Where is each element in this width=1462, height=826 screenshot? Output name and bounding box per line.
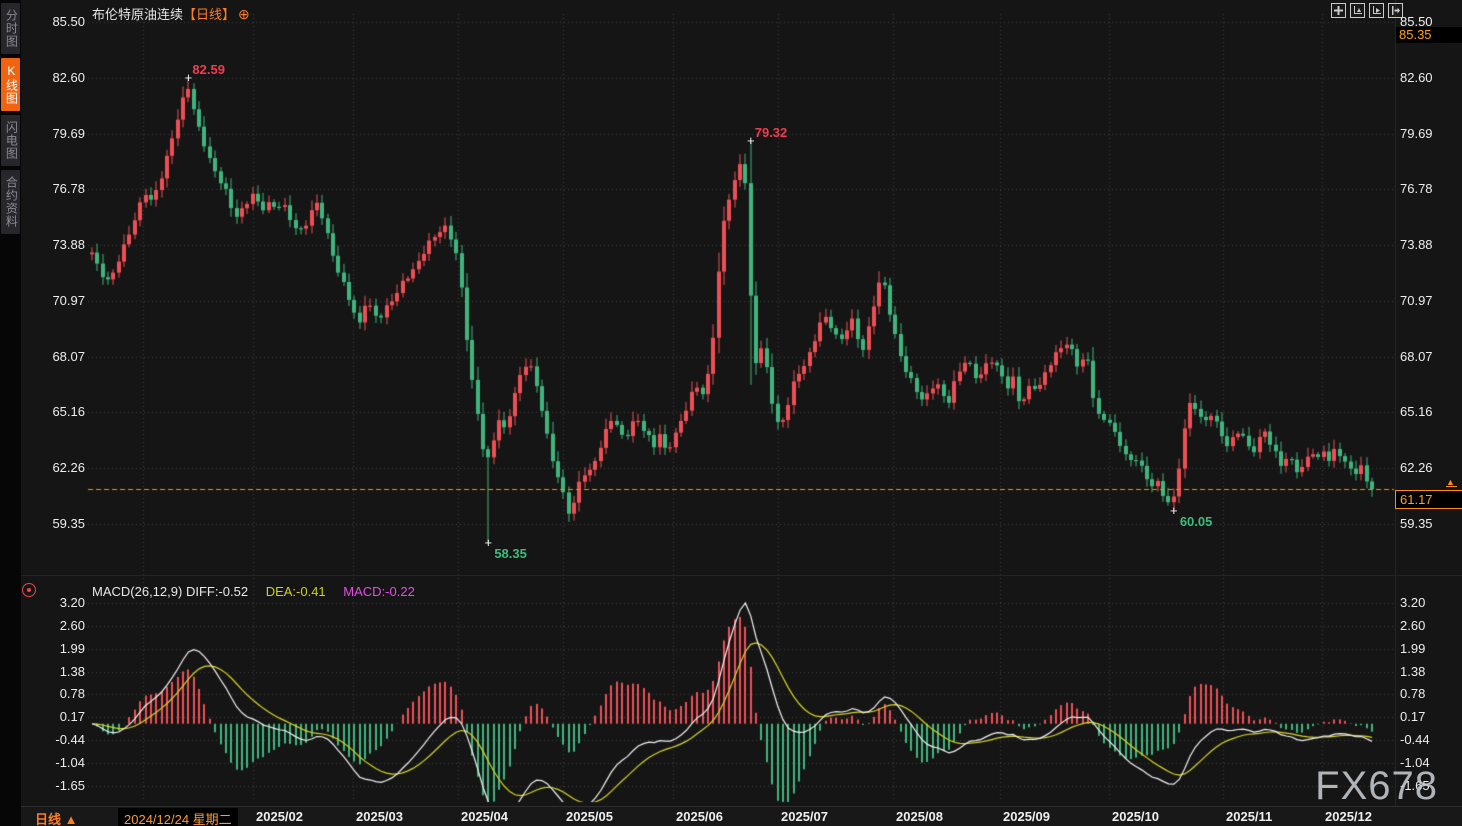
month-label: 2025/11 bbox=[1226, 809, 1273, 824]
crosshair-marker: + bbox=[746, 132, 755, 148]
axis-tick: 68.07 bbox=[1400, 348, 1433, 364]
add-indicator-icon[interactable]: ⊕ bbox=[238, 6, 250, 22]
axis-tick: 62.26 bbox=[52, 460, 85, 476]
axis-tick: 1.38 bbox=[59, 663, 85, 679]
period-arrow-icon: ▲ bbox=[64, 812, 78, 826]
low-price-annotation: 58.35 bbox=[494, 546, 527, 562]
crosshair-marker: + bbox=[184, 69, 193, 85]
time-axis-bar: 日线 ▲ 2024/12/24 星期二 2025/02 2025/03 2025/0… bbox=[0, 806, 1462, 826]
month-label: 2025/05 bbox=[566, 809, 613, 824]
axis-tick: 59.35 bbox=[52, 516, 85, 531]
axis-border bbox=[1395, 0, 1396, 806]
crosshair-marker: + bbox=[484, 534, 493, 550]
month-label: 2025/08 bbox=[896, 809, 943, 824]
axis-tick: 0.78 bbox=[1400, 686, 1426, 702]
axis-tick: 2.60 bbox=[59, 617, 85, 633]
axis-tick: 65.16 bbox=[52, 404, 85, 420]
axis-tick: 76.78 bbox=[1400, 181, 1433, 197]
axis-tick: 3.20 bbox=[59, 595, 85, 610]
axis-tick: 79.69 bbox=[1400, 125, 1433, 141]
axis-tick: 0.17 bbox=[1400, 709, 1426, 725]
sidebar-tab-contract-info[interactable]: 合约资料 bbox=[1, 170, 20, 234]
axis-tick: 85.50 bbox=[52, 14, 85, 29]
axis-tick: -1.65 bbox=[55, 778, 85, 793]
last-price-label: 61.17 bbox=[1395, 490, 1462, 510]
sidebar: 分时图 K线图闪电图合约资料 bbox=[0, 0, 21, 826]
axis-tick: 76.78 bbox=[52, 181, 85, 197]
high-price-annotation: 79.32 bbox=[754, 124, 788, 140]
symbol-name: 布伦特原油连续 bbox=[92, 7, 184, 22]
axis-tick: 59.35 bbox=[1400, 516, 1433, 531]
macd-bar-value: MACD:-0.22 bbox=[343, 584, 415, 599]
axis-tick: 0.17 bbox=[59, 709, 85, 725]
panel-separator[interactable] bbox=[21, 575, 1462, 576]
high-price-annotation: 82.59 bbox=[192, 61, 225, 77]
axis-tick: 2.60 bbox=[1400, 617, 1426, 633]
sidebar-tab-kline[interactable]: K线图 bbox=[1, 58, 20, 111]
axis-tick: 0.78 bbox=[59, 686, 85, 702]
month-label: 2025/04 bbox=[461, 809, 508, 824]
month-label: 2025/06 bbox=[676, 809, 723, 824]
month-label: 2025/12 bbox=[1325, 809, 1372, 824]
macd-diff-value: DIFF:-0.52 bbox=[185, 584, 249, 599]
month-label: 2025/10 bbox=[1112, 809, 1159, 824]
axis-tick: 70.97 bbox=[1400, 292, 1433, 308]
month-label: 2025/03 bbox=[356, 809, 403, 824]
axis-tick: 62.26 bbox=[1400, 460, 1433, 476]
axis-tick: 82.60 bbox=[1400, 69, 1433, 85]
month-label: 2025/02 bbox=[256, 809, 303, 824]
axis-tick: 85.50 bbox=[1400, 14, 1433, 29]
month-label: 2025/09 bbox=[1003, 809, 1050, 824]
axis-tick: 1.38 bbox=[1400, 663, 1426, 679]
crosshair-marker: + bbox=[1170, 502, 1178, 518]
axis-tick: 82.60 bbox=[52, 69, 85, 85]
first-date-label: 2024/12/24 星期二 bbox=[118, 808, 238, 826]
crosshair-icon[interactable] bbox=[1331, 3, 1346, 18]
axis-tick: 65.16 bbox=[1400, 404, 1433, 420]
axis-tick: 73.88 bbox=[1400, 237, 1433, 253]
reset-price-axis-icon[interactable] bbox=[1350, 3, 1365, 18]
period-tag: 【日线】 bbox=[183, 7, 236, 22]
sidebar-tab-time-share[interactable]: 分时图 bbox=[1, 3, 20, 54]
axis-tick: 3.20 bbox=[1400, 595, 1426, 610]
macd-dea-value: DEA:-0.41 bbox=[265, 584, 326, 599]
macd-header: MACD(26,12,9) DIFF:-0.52 DEA:-0.41 MACD:… bbox=[92, 584, 415, 599]
period-selector[interactable]: 日线 ▲ bbox=[35, 812, 78, 826]
axis-tick: -1.04 bbox=[55, 754, 85, 770]
axis-tick: -1.04 bbox=[1400, 754, 1430, 770]
macd-title: MACD(26,12,9) DIFF:-0.52 bbox=[92, 584, 249, 599]
axis-tick: 73.88 bbox=[52, 237, 85, 253]
axis-tick: 70.97 bbox=[52, 292, 85, 308]
sidebar-tab-lightning[interactable]: 闪电图 bbox=[1, 115, 20, 166]
highest-price-marker: 85.35 bbox=[1396, 27, 1462, 43]
reset-time-axis-icon[interactable] bbox=[1369, 3, 1384, 18]
axis-tick: -1.65 bbox=[1400, 778, 1430, 793]
chart-toolbar bbox=[1331, 3, 1403, 18]
chart-title: 布伦特原油连续【日线】 ⊕ bbox=[92, 4, 250, 23]
axis-tick: 68.07 bbox=[52, 348, 85, 364]
axis-tick: 79.69 bbox=[52, 125, 85, 141]
indicator-marker-icon[interactable] bbox=[22, 583, 36, 597]
fx678-watermark: FX678 bbox=[1315, 764, 1438, 808]
axis-tick: 1.99 bbox=[59, 640, 85, 656]
low-price-annotation: 60.05 bbox=[1179, 513, 1213, 529]
price-arrow-marker: ▲ bbox=[1446, 478, 1457, 488]
axis-tick: -0.44 bbox=[55, 732, 85, 748]
month-label: 2025/07 bbox=[781, 809, 828, 824]
go-to-latest-icon[interactable] bbox=[1388, 3, 1403, 18]
axis-tick: 1.99 bbox=[1400, 640, 1426, 656]
axis-tick: -0.44 bbox=[1400, 732, 1430, 748]
